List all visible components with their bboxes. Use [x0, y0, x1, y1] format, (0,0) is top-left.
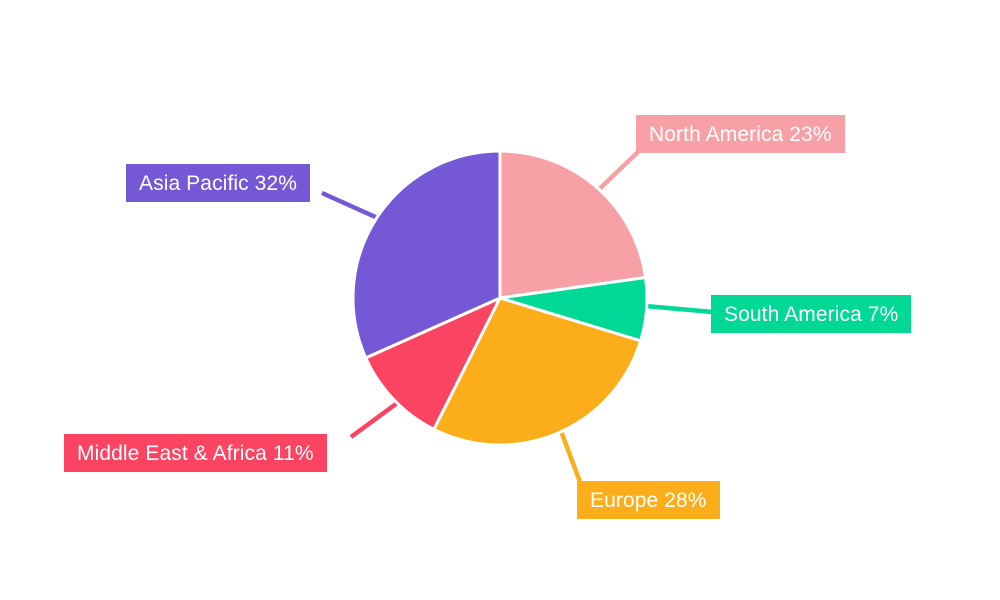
pie-label-europe: Europe 28% — [577, 481, 720, 519]
pie-label-south-america: South America 7% — [711, 295, 912, 333]
leader-line-south-america — [644, 303, 714, 315]
pie-slice-north-america[interactable] — [498, 149, 648, 300]
leader-line-europe — [558, 430, 583, 483]
pie-label-north-america: North America 23% — [636, 115, 845, 153]
pie-slices-group — [351, 149, 649, 447]
leader-lines — [321, 150, 714, 483]
pie-label-middle-east-africa: Middle East & Africa 11% — [64, 434, 327, 472]
leader-line-middle-east-africa — [349, 396, 406, 439]
pie-label-asia-pacific: Asia Pacific 32% — [126, 164, 311, 202]
pie-slice-middle-east-africa[interactable] — [364, 296, 502, 431]
leader-line-asia-pacific — [321, 190, 383, 223]
pie-slice-europe[interactable] — [432, 296, 643, 447]
pie-slice-asia-pacific[interactable] — [351, 149, 502, 360]
